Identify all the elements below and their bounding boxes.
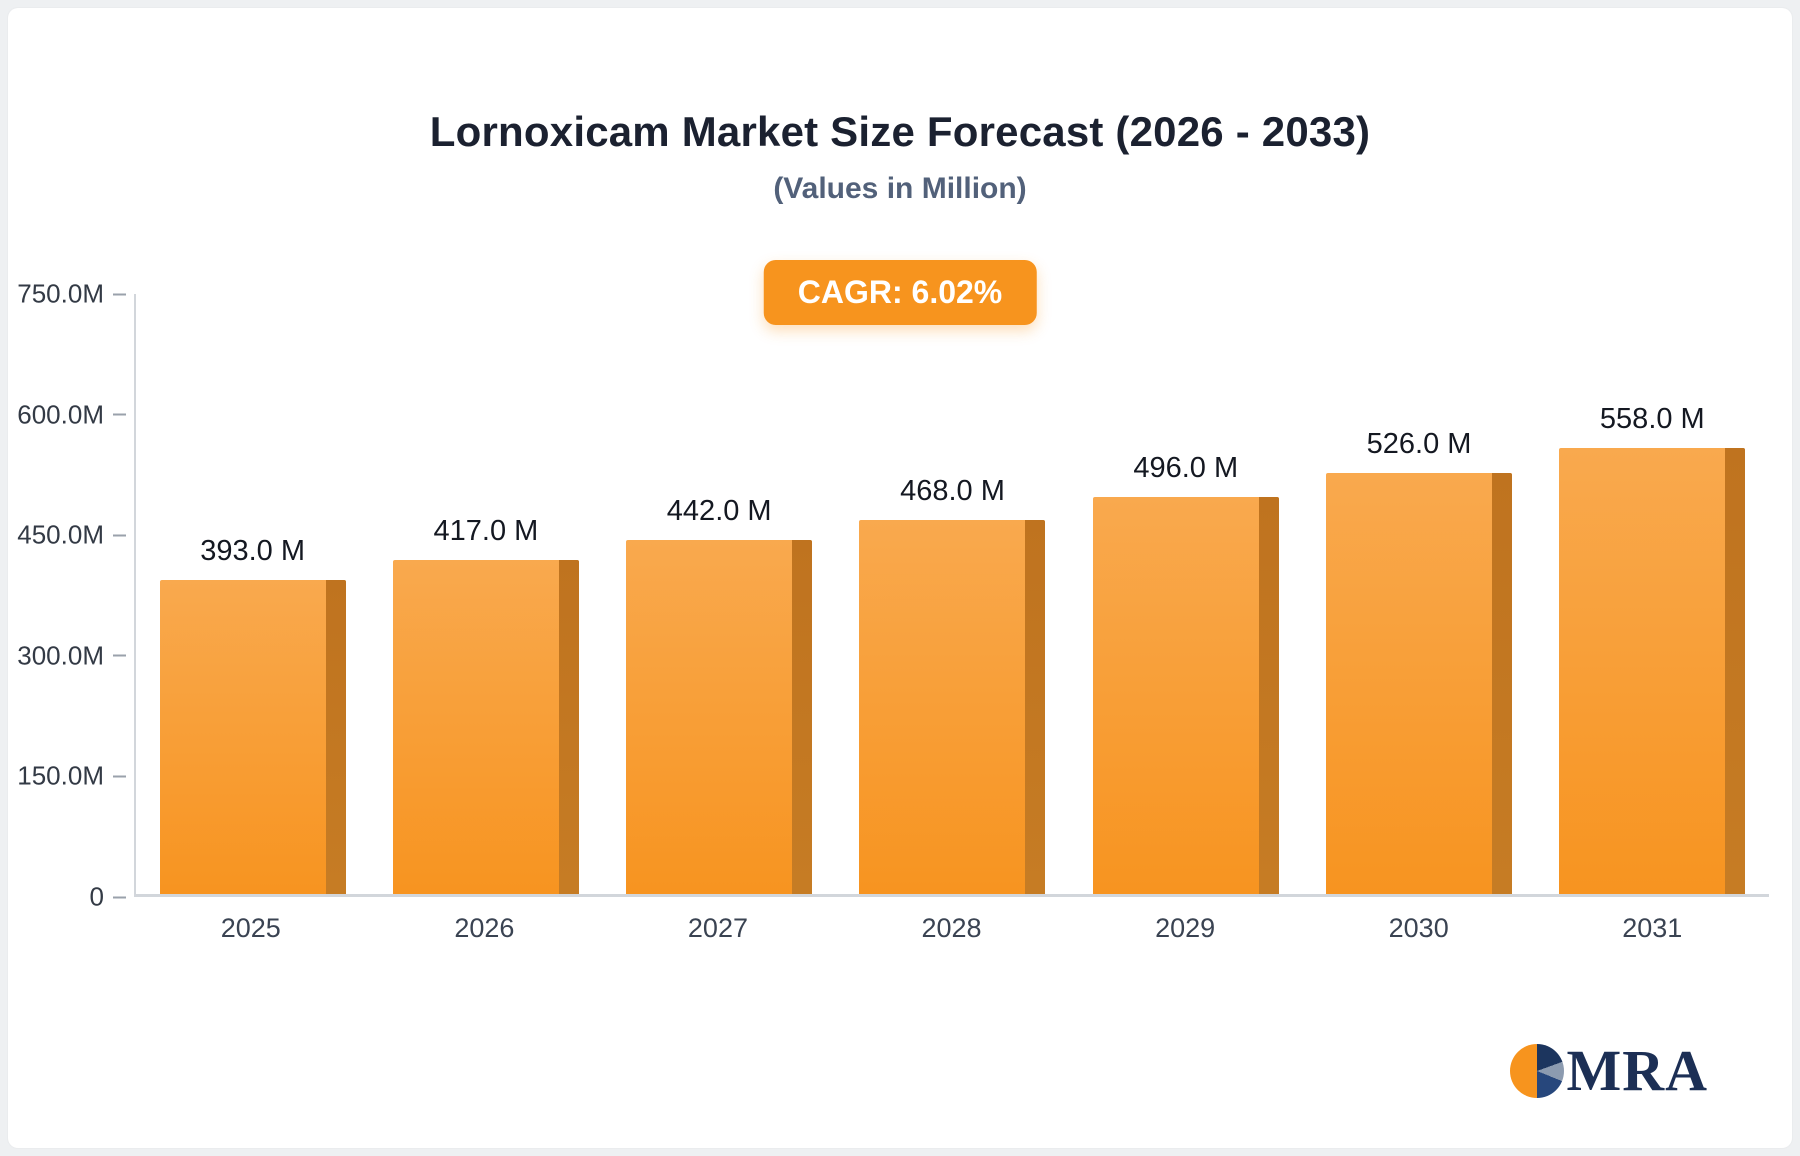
bar-slot-2031: 558.0 M <box>1536 294 1769 894</box>
y-tick-label: 750.0M <box>17 278 104 309</box>
x-tick-label-2029: 2029 <box>1155 913 1216 943</box>
bar-2031: 558.0 M <box>1559 403 1746 894</box>
y-tick-label: 150.0M <box>17 760 104 791</box>
y-tick-mark <box>113 293 126 295</box>
bar-value-label: 558.0 M <box>1599 402 1705 435</box>
y-tick-mark <box>113 775 126 778</box>
bar-value-label: 468.0 M <box>900 474 1005 507</box>
y-tick-mark <box>113 413 126 416</box>
bar-2026: 417.0 M <box>392 515 579 894</box>
bar-side-shade <box>1492 473 1513 894</box>
bar-slot-2026: 417.0 M <box>369 294 602 894</box>
bar-side-shade <box>1258 497 1279 894</box>
bar-chart: 750.0M 600.0M 450.0M 300.0M 150.0M 0 393.0 M 4… <box>17 279 1769 943</box>
y-tick-mark <box>113 896 126 898</box>
x-tick-label-2030: 2030 <box>1388 913 1449 943</box>
x-tick-label-2027: 2027 <box>687 913 748 943</box>
y-tick-label: 0 <box>89 881 104 912</box>
bar-2028: 468.0 M <box>859 475 1046 894</box>
mra-logo-text: MRA <box>1566 1038 1708 1103</box>
bar-side-shade <box>1025 519 1046 894</box>
bar-value-label: 393.0 M <box>200 534 306 567</box>
bar-slot-2027: 442.0 M <box>603 294 836 894</box>
bar-slot-2030: 526.0 M <box>1302 294 1535 894</box>
bar-side-shade <box>325 579 346 894</box>
bar-value-label: 417.0 M <box>433 515 539 548</box>
y-tick-label: 600.0M <box>17 399 104 430</box>
bar-2025: 393.0 M <box>159 535 346 894</box>
x-axis: 2025 2026 2027 2028 2029 2030 2031 <box>134 897 1769 944</box>
bar-side-shade <box>558 560 579 894</box>
y-tick-label: 450.0M <box>17 519 104 550</box>
mra-logo: MRA <box>1510 1037 1708 1104</box>
plot-area: 393.0 M 417.0 M 442.0 M 468.0 M 496.0 M 526.0… <box>134 294 1769 897</box>
bar-slot-2025: 393.0 M <box>136 294 369 894</box>
chart-subtitle: (Values in Million) <box>773 172 1027 205</box>
y-tick-mark <box>113 534 126 537</box>
y-tick-label: 300.0M <box>17 640 104 671</box>
chart-title: Lornoxicam Market Size Forecast (2026 - … <box>429 108 1371 155</box>
bar-2029: 496.0 M <box>1092 452 1279 894</box>
x-tick-label-2031: 2031 <box>1622 913 1683 943</box>
bar-slot-2028: 468.0 M <box>836 294 1069 894</box>
bar-value-label: 496.0 M <box>1133 452 1239 485</box>
bar-value-label: 442.0 M <box>666 495 772 528</box>
x-tick-label-2028: 2028 <box>921 913 982 943</box>
bar-2030: 526.0 M <box>1326 428 1513 894</box>
y-tick-mark <box>113 654 126 657</box>
bar-side-shade <box>792 540 813 894</box>
bar-value-label: 526.0 M <box>1366 428 1472 461</box>
x-tick-label-2025: 2025 <box>220 913 281 943</box>
mra-pie-circle-icon <box>1510 1043 1565 1098</box>
cagr-badge: CAGR: 6.02% <box>763 260 1037 325</box>
bar-slot-2029: 496.0 M <box>1069 294 1302 894</box>
bar-2027: 442.0 M <box>626 495 813 894</box>
bar-side-shade <box>1725 447 1746 894</box>
x-tick-label-2026: 2026 <box>454 913 515 943</box>
